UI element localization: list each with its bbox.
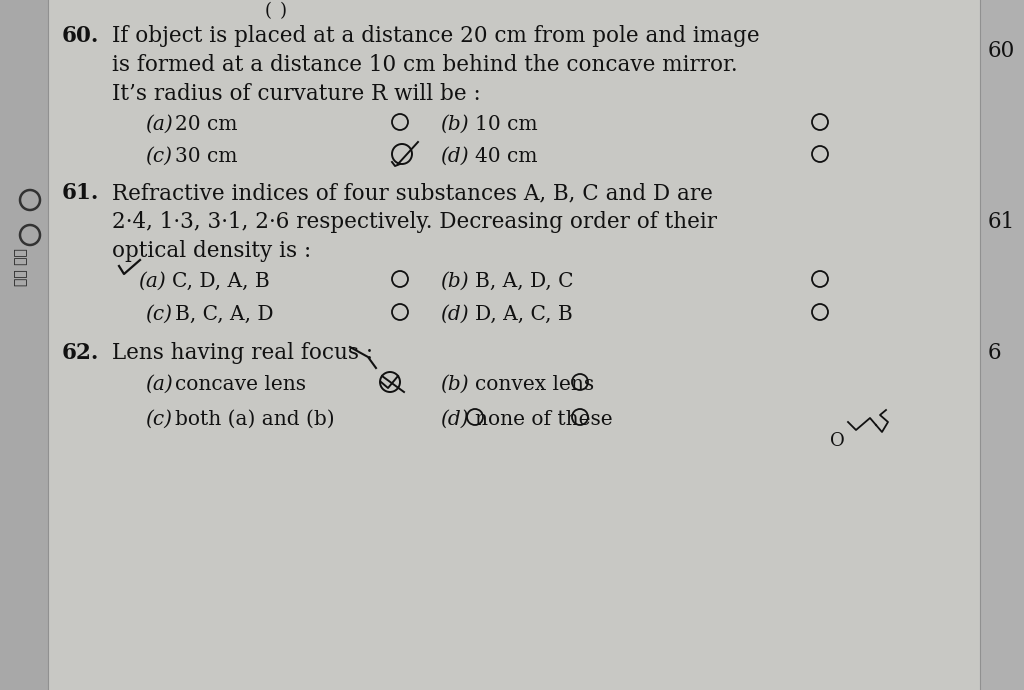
Text: none of these: none of these bbox=[475, 410, 612, 429]
Text: both (a) and (b): both (a) and (b) bbox=[175, 410, 335, 429]
Text: (b): (b) bbox=[440, 272, 469, 291]
Text: (d): (d) bbox=[440, 410, 469, 429]
Text: B, A, D, C: B, A, D, C bbox=[475, 272, 573, 291]
Text: B, C, A, D: B, C, A, D bbox=[175, 305, 273, 324]
Text: is formed at a distance 10 cm behind the concave mirror.: is formed at a distance 10 cm behind the… bbox=[112, 54, 737, 76]
Text: (c): (c) bbox=[145, 305, 172, 324]
Text: 61: 61 bbox=[988, 211, 1015, 233]
Text: (c): (c) bbox=[145, 410, 172, 429]
Text: 62.: 62. bbox=[62, 342, 99, 364]
Text: convex lens: convex lens bbox=[475, 375, 594, 394]
Text: 61.: 61. bbox=[62, 182, 99, 204]
Text: Lens having real focus :: Lens having real focus : bbox=[112, 342, 373, 364]
Text: 6: 6 bbox=[988, 342, 1001, 364]
Text: ): ) bbox=[280, 2, 287, 20]
Text: है तो: है तो bbox=[14, 248, 28, 286]
Text: concave lens: concave lens bbox=[175, 375, 306, 394]
Text: (d): (d) bbox=[440, 305, 469, 324]
Bar bbox=[980, 0, 1024, 690]
Text: (: ( bbox=[265, 2, 272, 20]
Text: 40 cm: 40 cm bbox=[475, 147, 538, 166]
Text: 10 cm: 10 cm bbox=[475, 115, 538, 134]
Bar bbox=[0, 0, 48, 690]
Text: (b): (b) bbox=[440, 375, 469, 394]
Text: 20 cm: 20 cm bbox=[175, 115, 238, 134]
Text: (c): (c) bbox=[145, 147, 172, 166]
Text: It’s radius of curvature R will be :: It’s radius of curvature R will be : bbox=[112, 83, 480, 105]
Text: D, A, C, B: D, A, C, B bbox=[475, 305, 572, 324]
Text: optical density is :: optical density is : bbox=[112, 240, 311, 262]
Text: 30 cm: 30 cm bbox=[175, 147, 238, 166]
Text: (a): (a) bbox=[145, 375, 173, 394]
Text: 2·4, 1·3, 3·1, 2·6 respectively. Decreasing order of their: 2·4, 1·3, 3·1, 2·6 respectively. Decreas… bbox=[112, 211, 717, 233]
Text: If object is placed at a distance 20 cm from pole and image: If object is placed at a distance 20 cm … bbox=[112, 25, 760, 47]
Text: (d): (d) bbox=[440, 147, 469, 166]
Text: O: O bbox=[830, 432, 845, 450]
Text: (a): (a) bbox=[145, 115, 173, 134]
Text: (b): (b) bbox=[440, 115, 469, 134]
Text: C, D, A, B: C, D, A, B bbox=[172, 272, 269, 291]
Text: Refractive indices of four substances A, B, C and D are: Refractive indices of four substances A,… bbox=[112, 182, 713, 204]
Text: (a): (a) bbox=[138, 272, 166, 291]
Text: 60.: 60. bbox=[62, 25, 99, 47]
Text: 60: 60 bbox=[988, 40, 1015, 62]
